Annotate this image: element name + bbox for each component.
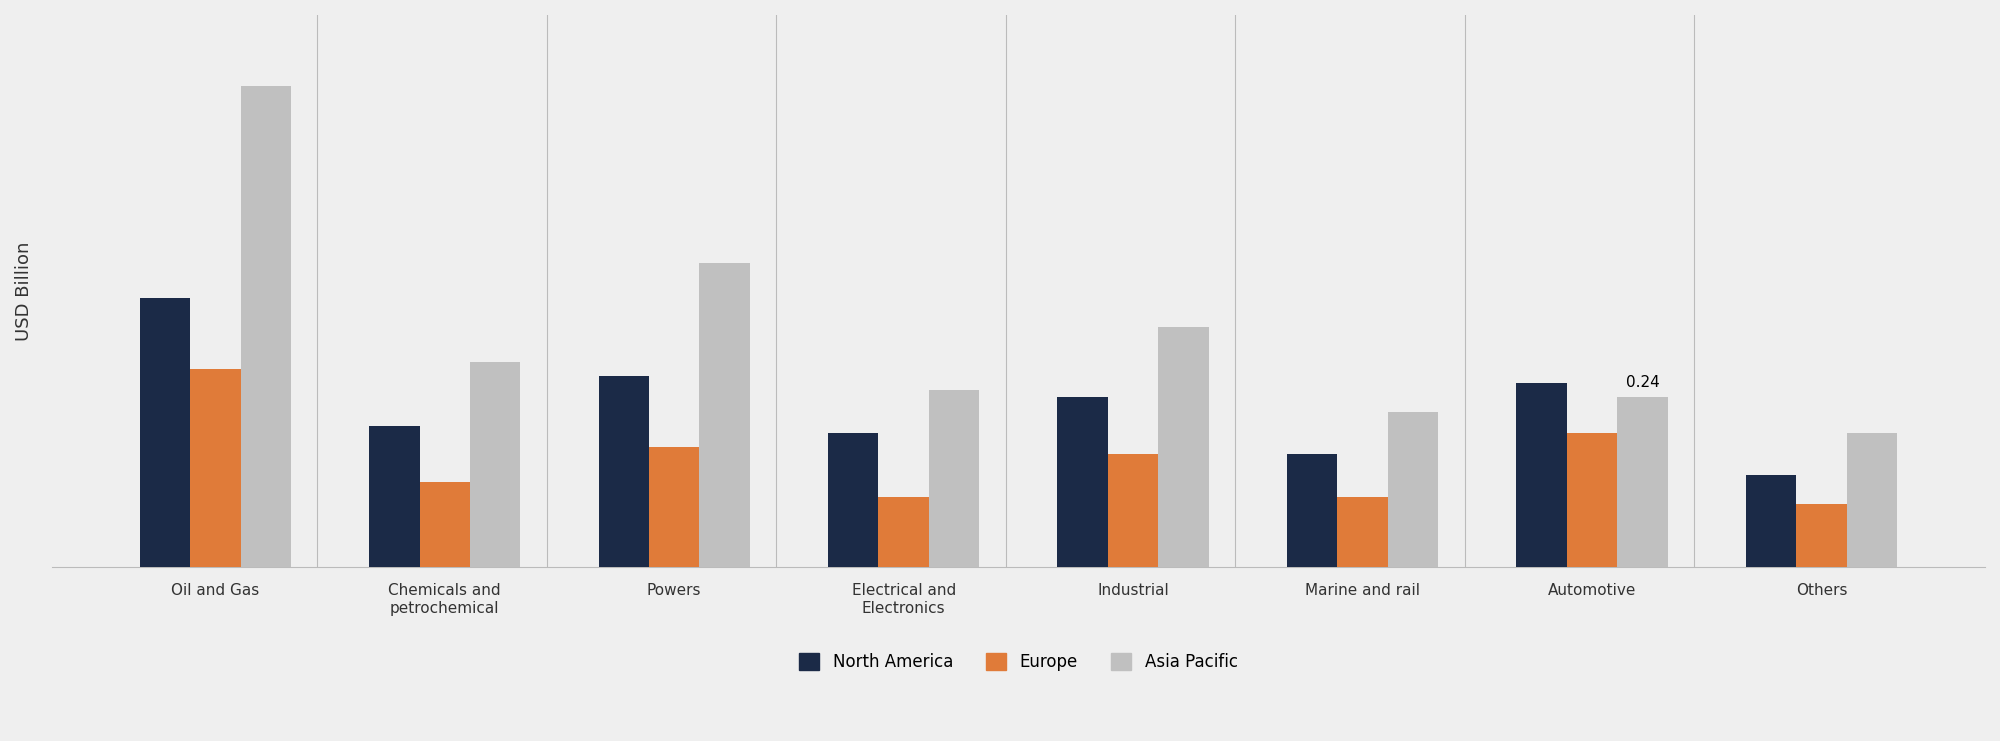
- Bar: [700, 263, 750, 568]
- Bar: [470, 362, 520, 568]
- Bar: [240, 86, 292, 568]
- Bar: [140, 299, 190, 568]
- Bar: [1618, 397, 1668, 568]
- Bar: [1796, 504, 1846, 568]
- Bar: [1388, 411, 1438, 568]
- Bar: [1286, 454, 1338, 568]
- Bar: [1108, 454, 1158, 568]
- Bar: [1158, 327, 1208, 568]
- Y-axis label: USD Billion: USD Billion: [14, 242, 32, 341]
- Bar: [1058, 397, 1108, 568]
- Bar: [420, 482, 470, 568]
- Bar: [828, 433, 878, 568]
- Bar: [1566, 433, 1618, 568]
- Bar: [598, 376, 648, 568]
- Bar: [1846, 433, 1898, 568]
- Text: 0.24: 0.24: [1626, 376, 1660, 391]
- Legend: North America, Europe, Asia Pacific: North America, Europe, Asia Pacific: [792, 646, 1244, 678]
- Bar: [648, 447, 700, 568]
- Bar: [370, 426, 420, 568]
- Bar: [1746, 476, 1796, 568]
- Bar: [190, 369, 240, 568]
- Bar: [878, 496, 928, 568]
- Bar: [1338, 496, 1388, 568]
- Bar: [1516, 383, 1566, 568]
- Bar: [928, 391, 980, 568]
